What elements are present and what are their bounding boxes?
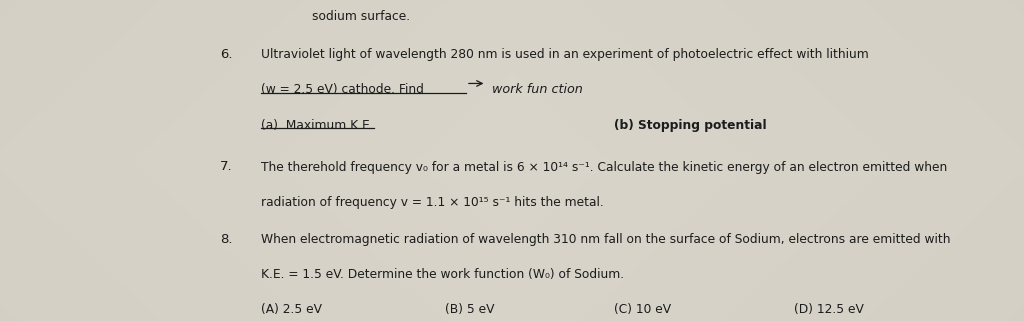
Text: (A) 2.5 eV: (A) 2.5 eV — [261, 303, 323, 316]
Text: (B) 5 eV: (B) 5 eV — [445, 303, 495, 316]
Text: sodium surface.: sodium surface. — [312, 10, 411, 22]
Text: (w = 2.5 eV) cathode. Find: (w = 2.5 eV) cathode. Find — [261, 83, 424, 96]
Text: (D) 12.5 eV: (D) 12.5 eV — [794, 303, 863, 316]
Text: 8.: 8. — [220, 233, 232, 246]
Text: (C) 10 eV: (C) 10 eV — [614, 303, 672, 316]
Text: 7.: 7. — [220, 160, 232, 173]
Text: (a)  Maximum K.E.: (a) Maximum K.E. — [261, 119, 374, 132]
Text: work fun ction: work fun ction — [492, 83, 583, 96]
Text: Ultraviolet light of wavelength 280 nm is used in an experiment of photoelectric: Ultraviolet light of wavelength 280 nm i… — [261, 48, 869, 61]
Text: radiation of frequency v = 1.1 × 10¹⁵ s⁻¹ hits the metal.: radiation of frequency v = 1.1 × 10¹⁵ s⁻… — [261, 196, 604, 209]
Text: 6.: 6. — [220, 48, 232, 61]
Text: When electromagnetic radiation of wavelength 310 nm fall on the surface of Sodiu: When electromagnetic radiation of wavele… — [261, 233, 950, 246]
Text: (b) Stopping potential: (b) Stopping potential — [614, 119, 767, 132]
Text: K.E. = 1.5 eV. Determine the work function (W₀) of Sodium.: K.E. = 1.5 eV. Determine the work functi… — [261, 268, 625, 281]
Text: The therehold frequency v₀ for a metal is 6 × 10¹⁴ s⁻¹. Calculate the kinetic en: The therehold frequency v₀ for a metal i… — [261, 160, 947, 173]
